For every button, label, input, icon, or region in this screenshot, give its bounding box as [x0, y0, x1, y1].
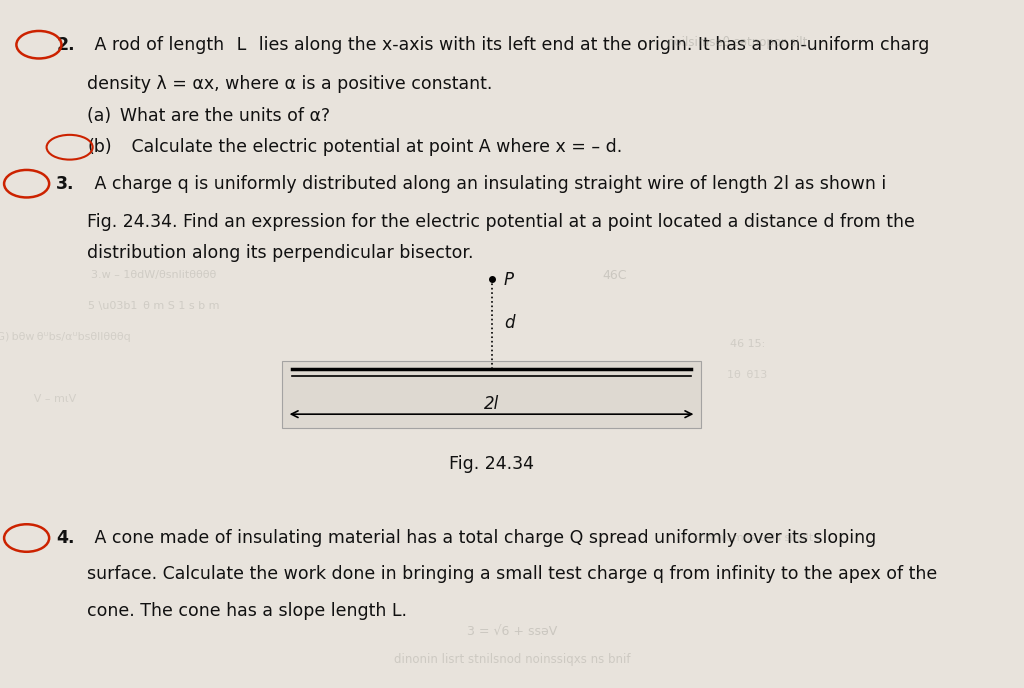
Text: P: P	[504, 271, 514, 289]
Text: 4.: 4.	[56, 529, 75, 547]
Text: (b): (b)	[87, 138, 112, 156]
Text: 3.w – 1θdW/θsnlitθθθθ: 3.w – 1θdW/θsnlitθθθθ	[91, 270, 216, 280]
Text: surface. Calculate the work done in bringing a small test charge q from infinity: surface. Calculate the work done in brin…	[87, 566, 937, 583]
Text: noilsimseθ sətnopor silt: noilsimseθ sətnopor silt	[667, 36, 808, 49]
Text: V – mιV: V – mιV	[27, 394, 76, 404]
Text: d: d	[504, 314, 514, 332]
Text: 3 = √6 + ssəV: 3 = √6 + ssəV	[467, 625, 557, 637]
Text: dinonin lisrt stnilsnod noinssiqxs ns bnif: dinonin lisrt stnilsnod noinssiqxs ns bn…	[394, 653, 630, 665]
Text: 5 \u03b1  θ m S 1 s b m: 5 \u03b1 θ m S 1 s b m	[88, 301, 219, 311]
Text: Calculate the electric potential at point A where x = – d.: Calculate the electric potential at poin…	[126, 138, 623, 156]
Text: 1θ  θ13: 1θ θ13	[727, 370, 768, 380]
Text: (G) bθw θᵁbs/αᵁbsθllθθθq: (G) bθw θᵁbs/αᵁbsθllθθθq	[0, 332, 131, 342]
Text: (a) What are the units of α?: (a) What are the units of α?	[87, 107, 330, 125]
Text: Fig. 24.34: Fig. 24.34	[449, 455, 535, 473]
Text: 3.: 3.	[56, 175, 75, 193]
Text: A charge q is uniformly distributed along an insulating straight wire of length : A charge q is uniformly distributed alon…	[89, 175, 887, 193]
Text: Fig. 24.34. Find an expression for the electric potential at a point located a d: Fig. 24.34. Find an expression for the e…	[87, 213, 914, 230]
FancyBboxPatch shape	[282, 361, 701, 428]
Text: A cone made of insulating material has a total charge Q spread uniformly over it: A cone made of insulating material has a…	[89, 529, 877, 547]
Text: 2.: 2.	[56, 36, 75, 54]
Text: si snomlsmos osls si silt: si snomlsmos osls si silt	[681, 533, 814, 543]
Text: 2l: 2l	[484, 395, 499, 413]
Text: cone. The cone has a slope length L.: cone. The cone has a slope length L.	[87, 602, 407, 620]
Text: 46 15:: 46 15:	[730, 339, 765, 349]
Text: density λ = αx, where α is a positive constant.: density λ = αx, where α is a positive co…	[87, 75, 493, 93]
Text: distribution along its perpendicular bisector.: distribution along its perpendicular bis…	[87, 244, 473, 262]
Text: 46C: 46C	[602, 269, 627, 281]
Text: A rod of length   L   lies along the x-axis with its left end at the origin. It : A rod of length L lies along the x-axis …	[89, 36, 930, 54]
